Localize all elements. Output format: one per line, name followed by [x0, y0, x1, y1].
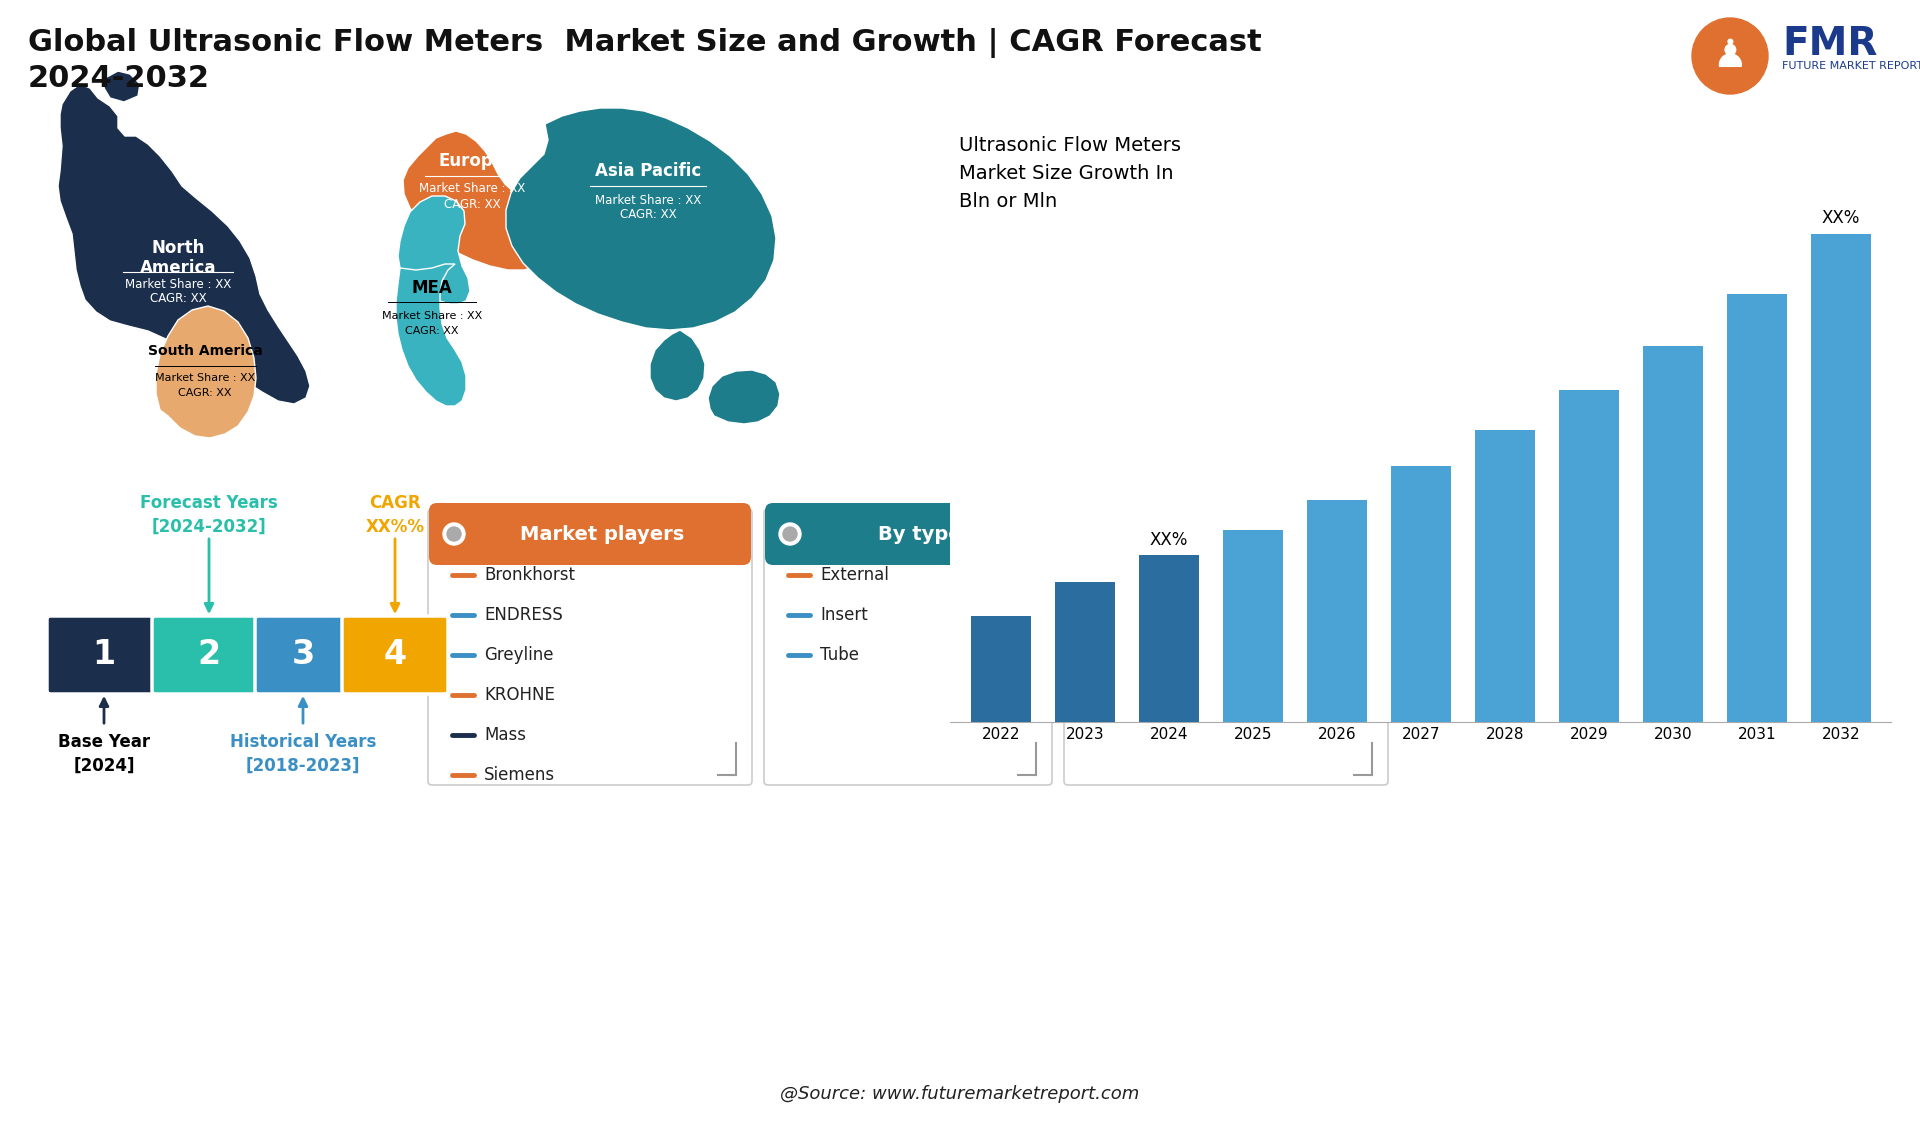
Text: Ultrasonic Flow Meters
Market Size Growth In
Bln or Mln: Ultrasonic Flow Meters Market Size Growt…: [958, 136, 1181, 211]
Text: Market Share : XX: Market Share : XX: [595, 194, 701, 206]
FancyBboxPatch shape: [764, 509, 1052, 785]
Text: Market Share : XX: Market Share : XX: [156, 372, 255, 383]
Text: Asia Pacific: Asia Pacific: [595, 162, 701, 180]
Polygon shape: [651, 330, 705, 401]
Text: Others: Others: [1119, 646, 1175, 664]
Polygon shape: [396, 264, 467, 406]
Text: CAGR
XX%%: CAGR XX%%: [365, 494, 424, 536]
Text: 1: 1: [92, 638, 115, 672]
FancyBboxPatch shape: [255, 617, 351, 694]
Bar: [1559, 390, 1619, 722]
Circle shape: [444, 523, 465, 545]
Circle shape: [1079, 523, 1100, 545]
FancyBboxPatch shape: [428, 509, 753, 785]
Polygon shape: [104, 71, 140, 102]
Text: Market players: Market players: [520, 525, 684, 543]
Polygon shape: [397, 196, 470, 304]
Text: Market Share : XX: Market Share : XX: [125, 277, 230, 290]
Text: 3: 3: [292, 638, 315, 672]
Text: Tube: Tube: [820, 646, 858, 664]
Bar: [1726, 293, 1788, 722]
Text: Mass: Mass: [484, 727, 526, 744]
Text: ENDRESS: ENDRESS: [484, 606, 563, 625]
Bar: [1223, 529, 1283, 722]
Text: Historical Years
[2018-2023]: Historical Years [2018-2023]: [230, 733, 376, 775]
Text: By application: By application: [1160, 525, 1317, 543]
Text: Petroleum: Petroleum: [1119, 686, 1204, 704]
Text: XX%: XX%: [1150, 531, 1188, 549]
Text: FMR: FMR: [1782, 25, 1878, 63]
Bar: [1390, 466, 1452, 722]
Polygon shape: [58, 84, 309, 405]
Text: Metallurgy: Metallurgy: [1119, 606, 1208, 625]
Bar: [1475, 430, 1536, 722]
Text: Forecast Years
[2024-2032]: Forecast Years [2024-2032]: [140, 494, 278, 536]
Text: Greyline: Greyline: [484, 646, 553, 664]
Text: By type: By type: [877, 525, 962, 543]
FancyBboxPatch shape: [152, 617, 267, 694]
Text: XX%: XX%: [1822, 210, 1860, 227]
Text: @Source: www.futuremarketreport.com: @Source: www.futuremarketreport.com: [780, 1085, 1140, 1102]
Circle shape: [447, 527, 461, 541]
Text: Europe: Europe: [440, 152, 505, 170]
FancyBboxPatch shape: [1064, 509, 1388, 785]
Bar: [970, 617, 1031, 722]
Bar: [1642, 346, 1703, 722]
Text: Market Share : XX: Market Share : XX: [382, 311, 482, 321]
Text: CAGR: XX: CAGR: XX: [179, 388, 232, 398]
Text: Market Share : XX: Market Share : XX: [419, 182, 526, 196]
Text: Chemical: Chemical: [1119, 566, 1196, 584]
Text: CAGR: XX: CAGR: XX: [150, 291, 205, 305]
Bar: [1306, 500, 1367, 722]
Circle shape: [1083, 527, 1096, 541]
Circle shape: [780, 523, 801, 545]
Text: Insert: Insert: [820, 606, 868, 625]
Text: CAGR: XX: CAGR: XX: [444, 197, 501, 211]
Text: FUTURE MARKET REPORT: FUTURE MARKET REPORT: [1782, 61, 1920, 71]
Text: ♟: ♟: [1713, 37, 1747, 74]
Bar: [1139, 555, 1198, 722]
Text: KROHNE: KROHNE: [484, 686, 555, 704]
Text: Global Ultrasonic Flow Meters  Market Size and Growth | CAGR Forecast: Global Ultrasonic Flow Meters Market Siz…: [29, 28, 1261, 58]
Circle shape: [783, 527, 797, 541]
Text: CAGR: XX: CAGR: XX: [405, 325, 459, 336]
Bar: [1811, 234, 1870, 722]
Text: External: External: [820, 566, 889, 584]
Text: South America: South America: [148, 344, 263, 358]
Text: MEA: MEA: [411, 278, 453, 297]
FancyBboxPatch shape: [46, 617, 161, 694]
Bar: [1054, 582, 1116, 722]
Text: 2024-2032: 2024-2032: [29, 64, 209, 93]
Polygon shape: [507, 108, 776, 330]
Polygon shape: [403, 131, 561, 270]
Text: CAGR: XX: CAGR: XX: [620, 209, 676, 221]
FancyBboxPatch shape: [342, 617, 447, 694]
FancyBboxPatch shape: [1066, 503, 1386, 565]
Text: Siemens: Siemens: [484, 766, 555, 784]
Text: Bronkhorst: Bronkhorst: [484, 566, 574, 584]
Polygon shape: [708, 370, 780, 424]
Text: North
America: North America: [140, 238, 217, 277]
Polygon shape: [156, 306, 255, 438]
Text: 4: 4: [384, 638, 407, 672]
Text: Base Year
[2024]: Base Year [2024]: [58, 733, 150, 775]
Text: 2: 2: [198, 638, 221, 672]
FancyBboxPatch shape: [764, 503, 1050, 565]
FancyBboxPatch shape: [428, 503, 751, 565]
Circle shape: [1692, 18, 1768, 94]
